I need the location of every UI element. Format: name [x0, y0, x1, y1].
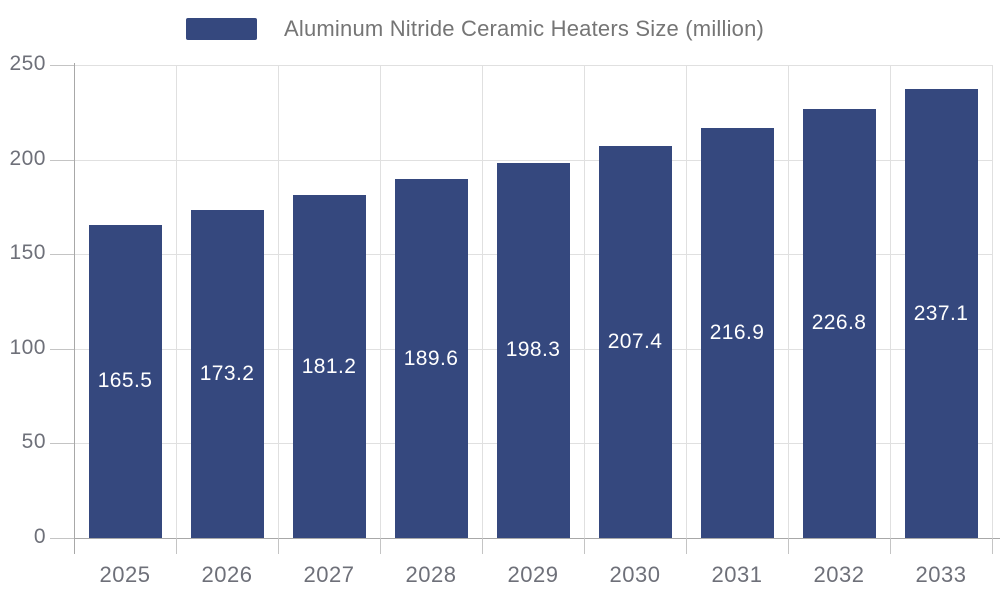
bar[interactable]: 198.3 — [496, 162, 570, 538]
y-axis-label: 0 — [33, 525, 46, 548]
legend-swatch — [186, 18, 257, 40]
x-axis-label: 2026 — [201, 562, 253, 587]
legend[interactable]: Aluminum Nitride Ceramic Heaters Size (m… — [186, 16, 764, 42]
x-axis-label: 2025 — [99, 562, 151, 587]
gridline-v — [788, 65, 789, 538]
x-axis-label: 2028 — [405, 562, 457, 587]
y-axis-line — [74, 63, 75, 554]
bar[interactable]: 173.2 — [190, 210, 264, 538]
x-axis-tick — [482, 538, 483, 554]
x-axis-label: 2030 — [609, 562, 661, 587]
bar-value-label: 216.9 — [709, 320, 765, 344]
gridline-v — [890, 65, 891, 538]
bar[interactable]: 189.6 — [394, 179, 468, 538]
x-axis-tick — [584, 538, 585, 554]
bar[interactable]: 216.9 — [700, 127, 774, 538]
gridline-v — [482, 65, 483, 538]
x-axis-tick — [686, 538, 687, 554]
plot-area: 165.5 173.2 181.2 189.6 198.3 207.4 216.9 226.8… — [74, 65, 993, 538]
x-axis-label: 2027 — [303, 562, 355, 587]
x-axis-label: 2033 — [915, 562, 967, 587]
y-axis-tick — [50, 254, 74, 256]
y-axis-label: 100 — [9, 335, 46, 359]
bar-value-label: 237.1 — [913, 301, 969, 325]
bar-value-label: 189.6 — [403, 346, 459, 370]
y-axis-label: 50 — [21, 430, 46, 454]
y-axis-tick — [50, 159, 74, 161]
bar-value-label: 207.4 — [607, 329, 663, 353]
x-axis-tick — [890, 538, 891, 554]
bar-value-label: 198.3 — [505, 338, 561, 362]
gridline-v — [686, 65, 687, 538]
bar-value-label: 226.8 — [811, 311, 867, 335]
bar-value-label: 181.2 — [301, 354, 357, 378]
bar[interactable]: 207.4 — [598, 145, 672, 538]
y-axis-label: 200 — [9, 146, 46, 170]
x-axis-tick — [992, 538, 993, 554]
gridline-v — [584, 65, 585, 538]
gridline-v — [380, 65, 381, 538]
gridline-v — [176, 65, 177, 538]
y-axis-label: 250 — [9, 52, 46, 75]
x-axis-tick — [788, 538, 789, 554]
y-axis-label: 150 — [9, 241, 46, 265]
y-axis-tick — [50, 538, 74, 539]
x-axis-tick — [176, 538, 177, 554]
x-axis-label: 2029 — [507, 562, 559, 587]
bar[interactable]: 226.8 — [802, 108, 876, 538]
bar[interactable]: 165.5 — [88, 224, 162, 538]
x-axis-label: 2032 — [813, 562, 865, 587]
y-axis-tick — [50, 443, 74, 445]
x-axis-tick — [278, 538, 279, 554]
x-axis-label: 2031 — [711, 562, 763, 587]
bar[interactable]: 237.1 — [904, 89, 978, 538]
gridline-h — [74, 159, 992, 161]
gridline-v — [278, 65, 279, 538]
x-axis-tick — [380, 538, 381, 554]
bar-value-label: 173.2 — [199, 362, 255, 386]
x-axis-line — [50, 538, 1000, 539]
y-axis-tick — [50, 65, 74, 66]
bar-value-label: 165.5 — [97, 369, 153, 393]
legend-label: Aluminum Nitride Ceramic Heaters Size (m… — [284, 16, 765, 41]
gridline-v — [992, 65, 993, 538]
gridline-h — [74, 65, 992, 66]
bar[interactable]: 181.2 — [292, 195, 366, 538]
y-axis-tick — [50, 348, 74, 350]
